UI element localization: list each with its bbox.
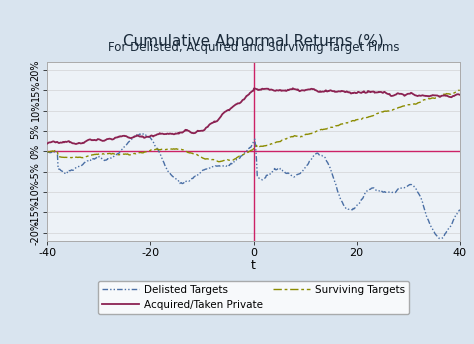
Text: For Delisted, Acquired and Surviving Target Firms: For Delisted, Acquired and Surviving Tar… — [108, 41, 399, 54]
X-axis label: t: t — [251, 259, 256, 272]
Legend: Delisted Targets, Acquired/Taken Private, Surviving Targets: Delisted Targets, Acquired/Taken Private… — [98, 281, 409, 314]
Title: Cumulative Abnormal Returns (%): Cumulative Abnormal Returns (%) — [123, 33, 384, 48]
